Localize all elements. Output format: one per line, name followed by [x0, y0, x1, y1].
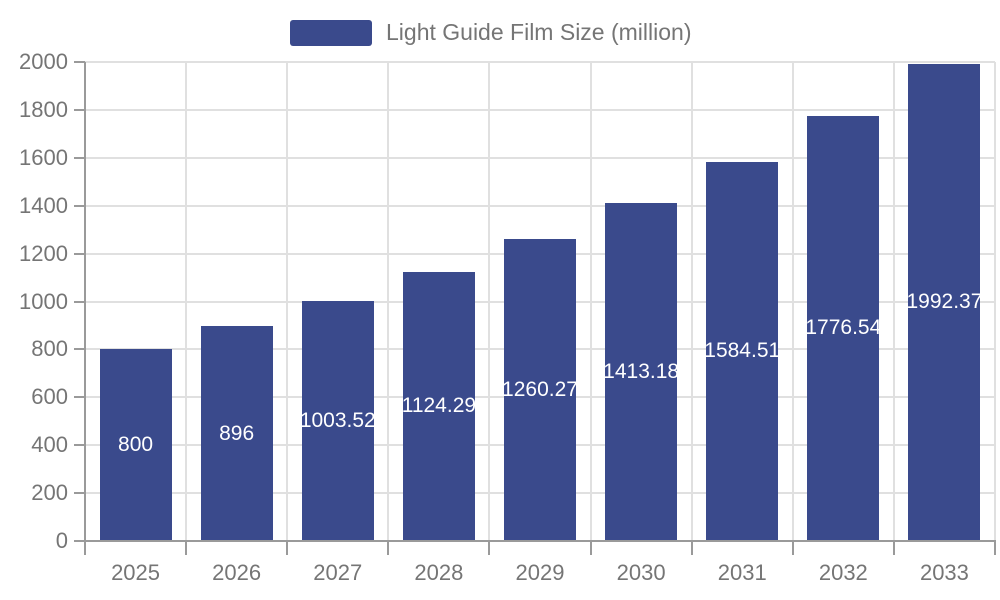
v-gridline [892, 62, 895, 541]
v-gridline [185, 62, 188, 541]
bar-value-label: 1584.51 [706, 339, 779, 363]
bar-2030: 1413.18 [605, 202, 678, 541]
bar-value-label: 1124.29 [402, 394, 475, 418]
y-axis-label: 200 [31, 480, 68, 506]
x-tick [994, 541, 996, 555]
v-gridline [994, 62, 996, 541]
v-gridline [488, 62, 491, 541]
x-axis-label: 2033 [919, 560, 969, 585]
y-axis-label: 2000 [19, 49, 68, 74]
bar-value-label: 1776.54 [807, 316, 880, 340]
v-gridline [791, 62, 794, 541]
y-tick [74, 156, 85, 159]
x-tick [690, 541, 693, 555]
y-tick [74, 540, 85, 542]
h-gridline [85, 108, 995, 111]
y-axis-label: 1200 [19, 240, 68, 266]
x-tick [589, 541, 592, 555]
x-axis-line [84, 540, 996, 542]
x-tick [185, 541, 188, 555]
y-tick [74, 300, 85, 303]
y-tick [74, 61, 85, 63]
h-gridline [85, 204, 995, 207]
y-axis-label: 0 [55, 528, 68, 553]
y-tick [74, 252, 85, 255]
y-tick [74, 396, 85, 399]
y-tick [74, 348, 85, 351]
bar-value-label: 1413.18 [605, 359, 678, 383]
y-tick [74, 444, 85, 447]
bar-2027: 1003.52 [301, 300, 374, 541]
bar-2028: 1124.29 [402, 271, 475, 541]
y-tick [74, 108, 85, 111]
x-tick [387, 541, 390, 555]
x-axis-label: 2032 [818, 560, 868, 585]
y-axis-label: 1800 [19, 96, 68, 122]
legend-label[interactable]: Light Guide Film Size (million) [386, 19, 692, 45]
x-tick [488, 541, 491, 555]
x-axis-label: 2030 [616, 560, 666, 585]
x-axis-label: 2029 [515, 560, 565, 585]
bar-value-label: 1260.27 [504, 378, 576, 402]
y-axis-label: 1400 [19, 192, 68, 218]
v-gridline [286, 62, 289, 541]
legend[interactable]: Light Guide Film Size (million) [290, 19, 691, 46]
v-gridline [690, 62, 693, 541]
h-gridline [85, 156, 995, 159]
bar-value-label: 896 [219, 421, 255, 445]
bar-2026: 896 [200, 326, 273, 541]
x-tick [286, 541, 289, 555]
x-axis-label: 2025 [111, 560, 161, 585]
v-gridline [387, 62, 390, 541]
x-axis-label: 2028 [414, 560, 464, 585]
h-gridline [85, 61, 995, 63]
legend-swatch[interactable] [290, 19, 372, 46]
bar-2025: 800 [99, 349, 172, 541]
y-tick [74, 204, 85, 207]
y-axis-label: 1600 [19, 144, 68, 170]
v-gridline [589, 62, 592, 541]
y-tick [74, 492, 85, 495]
x-tick [892, 541, 895, 555]
y-axis-label: 1000 [19, 288, 68, 314]
y-axis-line [84, 62, 86, 542]
bar-2033: 1992.37 [908, 63, 981, 541]
bar-2031: 1584.51 [706, 161, 779, 541]
x-axis-label: 2026 [212, 560, 262, 585]
bar-2032: 1776.54 [807, 115, 880, 541]
bar-value-label: 800 [118, 433, 154, 457]
y-axis-label: 800 [31, 336, 68, 362]
bar-value-label: 1003.52 [301, 408, 374, 432]
y-axis-label: 400 [31, 432, 68, 458]
x-axis-label: 2031 [717, 560, 767, 585]
x-tick [84, 541, 86, 555]
x-tick [791, 541, 794, 555]
x-axis-label: 2027 [313, 560, 363, 585]
y-axis-label: 600 [31, 384, 68, 410]
bar-value-label: 1992.37 [908, 290, 981, 314]
bar-2029: 1260.27 [504, 239, 576, 541]
